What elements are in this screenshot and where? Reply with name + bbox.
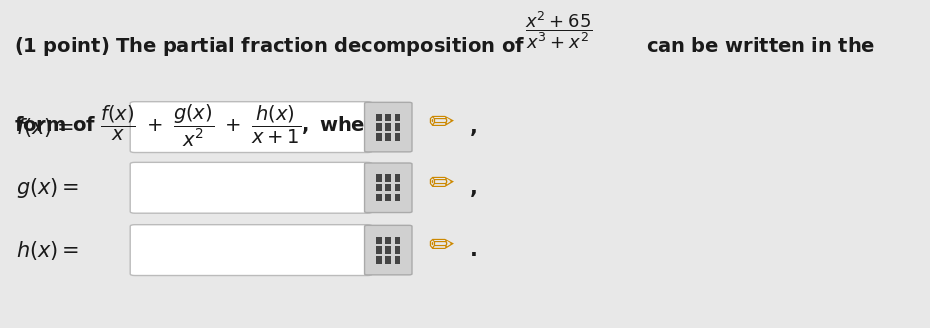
Text: ✏: ✏ [428, 232, 453, 261]
Text: ,: , [470, 117, 477, 137]
Text: .: . [470, 240, 477, 260]
Text: ✏: ✏ [428, 109, 453, 138]
Text: $h(x) =$: $h(x) =$ [16, 238, 79, 262]
Text: ✏: ✏ [428, 170, 453, 199]
Text: $g(x) =$: $g(x) =$ [16, 176, 79, 200]
Text: $\mathbf{(1\ point)\ The\ partial\ fraction\ decomposition\ of}$: $\mathbf{(1\ point)\ The\ partial\ fract… [14, 35, 525, 58]
Text: $\mathbf{can\ be\ written\ in\ the}$: $\mathbf{can\ be\ written\ in\ the}$ [646, 37, 876, 56]
Text: $f(x) =$: $f(x) =$ [16, 115, 73, 139]
Text: $\dfrac{x^2+65}{x^3+x^2}$: $\dfrac{x^2+65}{x^3+x^2}$ [525, 9, 593, 51]
Text: $\mathbf{form\ of}\ \dfrac{f(x)}{x}\ +\ \dfrac{g(x)}{x^2}\ +\ \dfrac{h(x)}{x+1}\: $\mathbf{form\ of}\ \dfrac{f(x)}{x}\ +\ … [14, 102, 388, 149]
Text: ,: , [470, 178, 477, 198]
